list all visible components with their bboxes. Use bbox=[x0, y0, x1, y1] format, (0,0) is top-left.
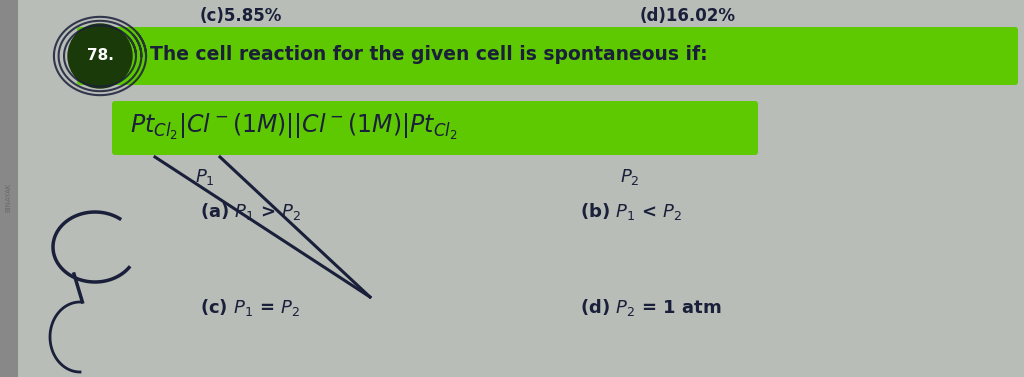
Text: (c)5.85%: (c)5.85% bbox=[200, 7, 283, 25]
Text: BINAYAK: BINAYAK bbox=[5, 182, 11, 211]
Text: $P_1$: $P_1$ bbox=[195, 167, 215, 187]
Text: (d)16.02%: (d)16.02% bbox=[640, 7, 736, 25]
Text: (d) $P_2$ = 1 atm: (d) $P_2$ = 1 atm bbox=[580, 296, 722, 317]
Text: The cell reaction for the given cell is spontaneous if:: The cell reaction for the given cell is … bbox=[150, 46, 708, 64]
Circle shape bbox=[68, 24, 132, 88]
FancyBboxPatch shape bbox=[112, 101, 758, 155]
Text: 78.: 78. bbox=[87, 48, 114, 63]
FancyBboxPatch shape bbox=[77, 27, 1018, 85]
Text: (b) $P_1$ < $P_2$: (b) $P_1$ < $P_2$ bbox=[580, 201, 682, 222]
FancyBboxPatch shape bbox=[0, 0, 18, 377]
Text: (a) $P_1$ > $P_2$: (a) $P_1$ > $P_2$ bbox=[200, 201, 301, 222]
Text: $P_2$: $P_2$ bbox=[620, 167, 640, 187]
Text: (c) $P_1$ = $P_2$: (c) $P_1$ = $P_2$ bbox=[200, 296, 300, 317]
Text: $Pt_{Cl_2}|Cl^-(1M)||Cl^-(1M)|Pt_{Cl_2}$: $Pt_{Cl_2}|Cl^-(1M)||Cl^-(1M)|Pt_{Cl_2}$ bbox=[130, 112, 458, 142]
